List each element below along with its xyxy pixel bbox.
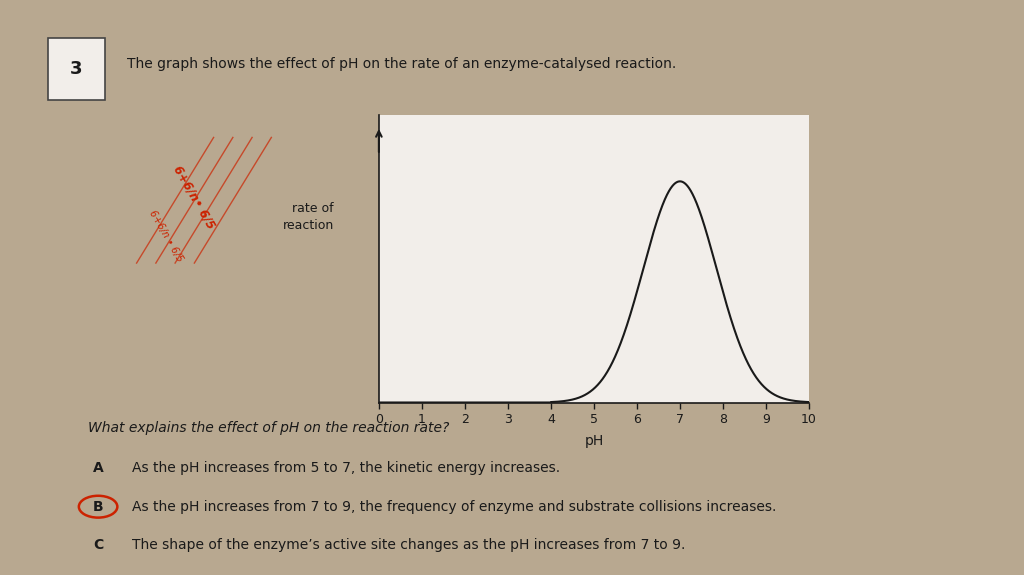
Text: 6+6/n • 6/5: 6+6/n • 6/5 bbox=[146, 208, 184, 263]
Text: rate of
reaction: rate of reaction bbox=[283, 202, 334, 232]
Text: As the pH increases from 5 to 7, the kinetic energy increases.: As the pH increases from 5 to 7, the kin… bbox=[132, 462, 560, 476]
X-axis label: pH: pH bbox=[585, 434, 603, 448]
Text: The graph shows the effect of pH on the rate of an enzyme-catalysed reaction.: The graph shows the effect of pH on the … bbox=[127, 57, 676, 71]
Text: What explains the effect of pH on the reaction rate?: What explains the effect of pH on the re… bbox=[88, 421, 450, 435]
Text: 6+6/n• 6/5: 6+6/n• 6/5 bbox=[171, 163, 218, 232]
Text: As the pH increases from 7 to 9, the frequency of enzyme and substrate collision: As the pH increases from 7 to 9, the fre… bbox=[132, 500, 776, 513]
Text: The shape of the enzyme’s active site changes as the pH increases from 7 to 9.: The shape of the enzyme’s active site ch… bbox=[132, 538, 685, 552]
Text: 3: 3 bbox=[71, 60, 83, 78]
Text: B: B bbox=[93, 500, 103, 513]
Text: A: A bbox=[93, 462, 103, 476]
FancyBboxPatch shape bbox=[48, 38, 104, 100]
Text: C: C bbox=[93, 538, 103, 552]
